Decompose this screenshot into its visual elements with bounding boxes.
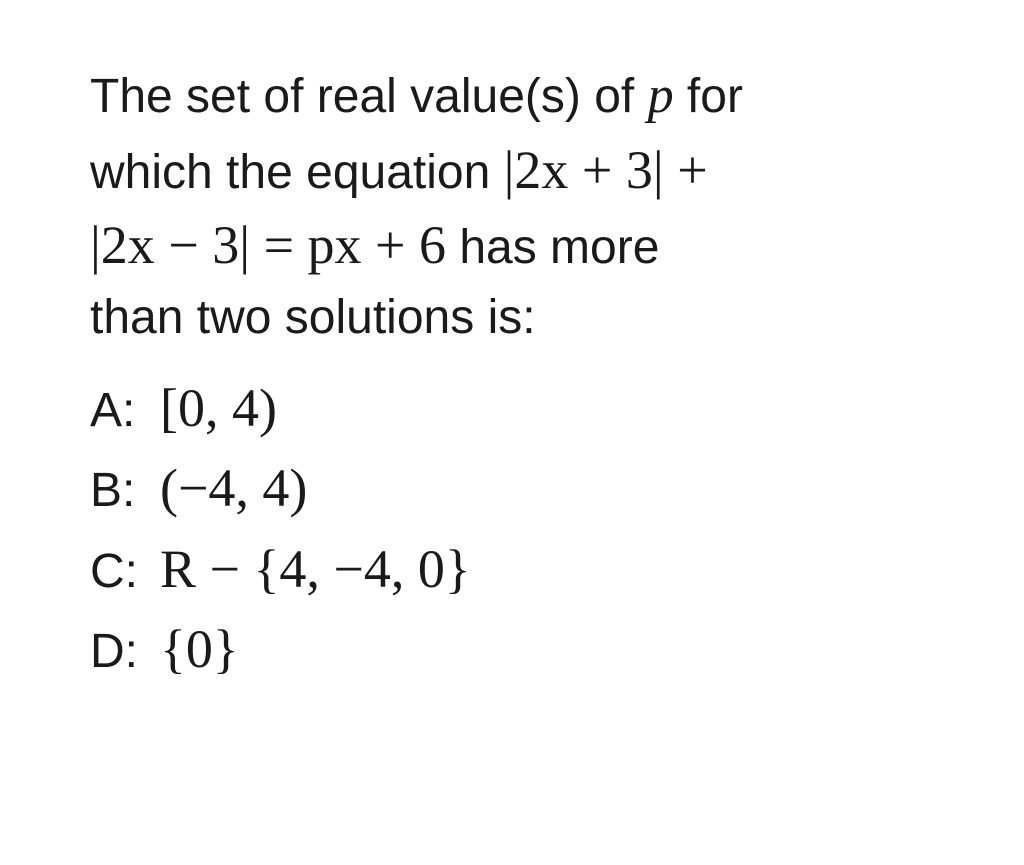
options-block: A: [0, 4) B: (−4, 4) C: R − {4, −4, 0} D…	[90, 369, 964, 688]
option-d-label: D:	[90, 617, 160, 687]
option-a-label: A:	[90, 376, 160, 446]
option-d[interactable]: D: {0}	[90, 610, 964, 688]
variable-p: p	[648, 67, 674, 124]
option-a-value: [0, 4)	[160, 369, 277, 447]
page: The set of real value(s) of p for which …	[0, 0, 1024, 865]
option-b-value: (−4, 4)	[160, 449, 307, 527]
question-line2-pre: which the equation	[90, 146, 504, 199]
option-c-value: R − {4, −4, 0}	[160, 530, 471, 608]
question-stem: The set of real value(s) of p for which …	[90, 60, 964, 351]
question-line4: than two solutions is:	[90, 291, 536, 344]
option-a[interactable]: A: [0, 4)	[90, 369, 964, 447]
option-b-label: B:	[90, 456, 160, 526]
question-line1-post: for	[674, 70, 743, 123]
option-c[interactable]: C: R − {4, −4, 0}	[90, 530, 964, 608]
option-b[interactable]: B: (−4, 4)	[90, 449, 964, 527]
equation-part-2: |2x − 3| = px + 6	[90, 215, 446, 275]
option-d-value: {0}	[160, 610, 239, 688]
question-line1-pre: The set of real value(s) of	[90, 70, 648, 123]
option-c-label: C:	[90, 537, 160, 607]
equation-part-1: |2x + 3| +	[504, 140, 708, 200]
question-line3-post: has more	[446, 221, 659, 274]
